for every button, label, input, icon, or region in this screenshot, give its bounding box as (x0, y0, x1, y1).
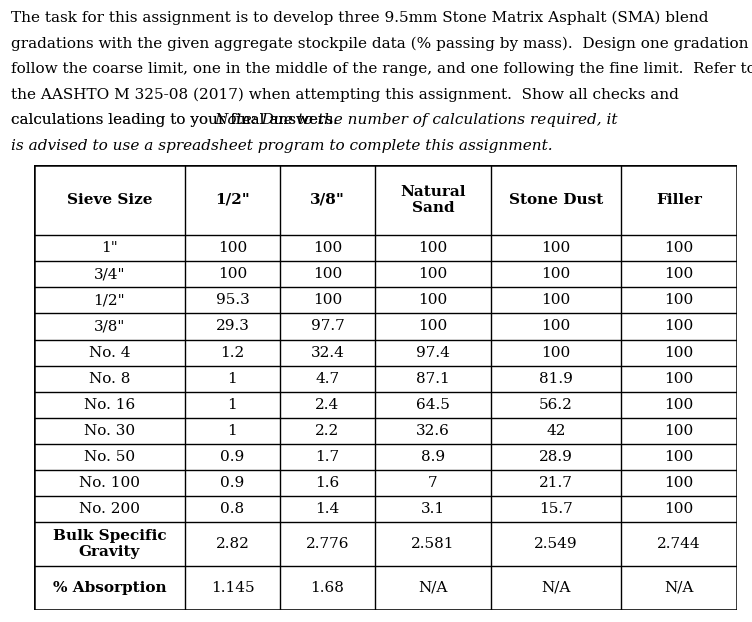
Text: 2.4: 2.4 (315, 398, 339, 412)
Text: 100: 100 (418, 267, 447, 281)
Text: 100: 100 (418, 241, 447, 255)
Text: 3/8": 3/8" (94, 320, 125, 333)
Text: 42: 42 (546, 424, 566, 438)
Text: 1: 1 (228, 398, 238, 412)
Text: 1.7: 1.7 (315, 450, 339, 464)
Text: 28.9: 28.9 (539, 450, 573, 464)
Text: 1": 1" (101, 241, 118, 255)
Text: follow the coarse limit, one in the middle of the range, and one following the f: follow the coarse limit, one in the midd… (11, 62, 752, 76)
Text: 97.7: 97.7 (311, 320, 344, 333)
Text: 2.776: 2.776 (305, 537, 349, 551)
Text: 3.1: 3.1 (421, 503, 445, 516)
Text: 29.3: 29.3 (216, 320, 250, 333)
Text: 87.1: 87.1 (416, 372, 450, 386)
Text: 100: 100 (418, 294, 447, 307)
Text: 1: 1 (228, 372, 238, 386)
Text: 15.7: 15.7 (539, 503, 573, 516)
Text: N/A: N/A (664, 581, 693, 595)
Text: 100: 100 (313, 294, 342, 307)
Text: 1/2": 1/2" (215, 193, 250, 207)
Text: the AASHTO M 325-08 (2017) when attempting this assignment.  Show all checks and: the AASHTO M 325-08 (2017) when attempti… (11, 88, 679, 102)
Text: 100: 100 (218, 267, 247, 281)
Text: 3/8": 3/8" (310, 193, 345, 207)
Text: 1.4: 1.4 (315, 503, 339, 516)
Text: 100: 100 (541, 320, 571, 333)
Text: Stone Dust: Stone Dust (509, 193, 603, 207)
Text: No. 50: No. 50 (84, 450, 135, 464)
Text: No. 200: No. 200 (79, 503, 140, 516)
Text: is advised to use a spreadsheet program to complete this assignment.: is advised to use a spreadsheet program … (11, 139, 553, 153)
Text: 32.4: 32.4 (311, 346, 344, 360)
Text: 100: 100 (218, 241, 247, 255)
Text: Sieve Size: Sieve Size (67, 193, 152, 207)
Text: N/A: N/A (541, 581, 571, 595)
Text: 56.2: 56.2 (539, 398, 573, 412)
Text: Bulk Specific
Gravity: Bulk Specific Gravity (53, 529, 166, 559)
Text: 100: 100 (664, 450, 693, 464)
Text: 100: 100 (664, 320, 693, 333)
Text: 1.6: 1.6 (315, 476, 339, 490)
Text: gradations with the given aggregate stockpile data (% passing by mass).  Design : gradations with the given aggregate stoc… (11, 37, 752, 51)
Text: No. 8: No. 8 (89, 372, 130, 386)
Text: 4.7: 4.7 (315, 372, 339, 386)
Text: 2.549: 2.549 (534, 537, 578, 551)
Text: 8.9: 8.9 (421, 450, 445, 464)
Text: Natural
Sand: Natural Sand (400, 185, 465, 215)
Text: 7: 7 (428, 476, 438, 490)
Text: 1.145: 1.145 (211, 581, 254, 595)
Text: 100: 100 (664, 267, 693, 281)
Text: calculations leading to your final answers.: calculations leading to your final answe… (11, 113, 348, 127)
Text: 1: 1 (228, 424, 238, 438)
Text: 2.82: 2.82 (216, 537, 250, 551)
Text: Filler: Filler (656, 193, 702, 207)
Text: 100: 100 (541, 241, 571, 255)
Text: 0.9: 0.9 (220, 450, 244, 464)
Text: calculations leading to your final answers.  Note: Due to the number of calculat: calculations leading to your final answe… (11, 113, 752, 127)
Text: 0.8: 0.8 (220, 503, 244, 516)
Text: 100: 100 (541, 267, 571, 281)
Text: No. 30: No. 30 (84, 424, 135, 438)
Text: 100: 100 (664, 241, 693, 255)
Text: 1/2": 1/2" (93, 294, 126, 307)
Text: The task for this assignment is to develop three 9.5mm Stone Matrix Asphalt (SMA: The task for this assignment is to devel… (11, 11, 709, 25)
Text: 2.2: 2.2 (315, 424, 339, 438)
Text: 81.9: 81.9 (539, 372, 573, 386)
Text: No. 16: No. 16 (83, 398, 135, 412)
Text: 100: 100 (541, 294, 571, 307)
Text: 100: 100 (664, 503, 693, 516)
Text: 21.7: 21.7 (539, 476, 573, 490)
Text: 64.5: 64.5 (416, 398, 450, 412)
Text: 32.6: 32.6 (416, 424, 450, 438)
Text: 100: 100 (313, 241, 342, 255)
Text: 3/4": 3/4" (94, 267, 125, 281)
Text: 100: 100 (664, 476, 693, 490)
Text: 100: 100 (664, 294, 693, 307)
Text: 1.2: 1.2 (220, 346, 244, 360)
Text: 0.9: 0.9 (220, 476, 244, 490)
Text: 100: 100 (664, 346, 693, 360)
Text: 100: 100 (418, 320, 447, 333)
Text: 100: 100 (664, 372, 693, 386)
Text: 100: 100 (664, 398, 693, 412)
Text: calculations leading to your final answers.  Note: Due to the number of calculat: calculations leading to your final answe… (11, 113, 751, 127)
Text: 100: 100 (313, 267, 342, 281)
Text: 97.4: 97.4 (416, 346, 450, 360)
Text: 1.68: 1.68 (311, 581, 344, 595)
Text: 2.744: 2.744 (657, 537, 701, 551)
Text: 95.3: 95.3 (216, 294, 250, 307)
Text: No. 4: No. 4 (89, 346, 130, 360)
Text: 100: 100 (664, 424, 693, 438)
Text: Note: Due to the number of calculations required, it: Note: Due to the number of calculations … (214, 113, 617, 127)
Text: N/A: N/A (418, 581, 447, 595)
Text: 100: 100 (541, 346, 571, 360)
Text: calculations leading to your final answers.: calculations leading to your final answe… (11, 113, 348, 127)
Text: No. 100: No. 100 (79, 476, 140, 490)
Text: % Absorption: % Absorption (53, 581, 166, 595)
Text: 2.581: 2.581 (411, 537, 455, 551)
